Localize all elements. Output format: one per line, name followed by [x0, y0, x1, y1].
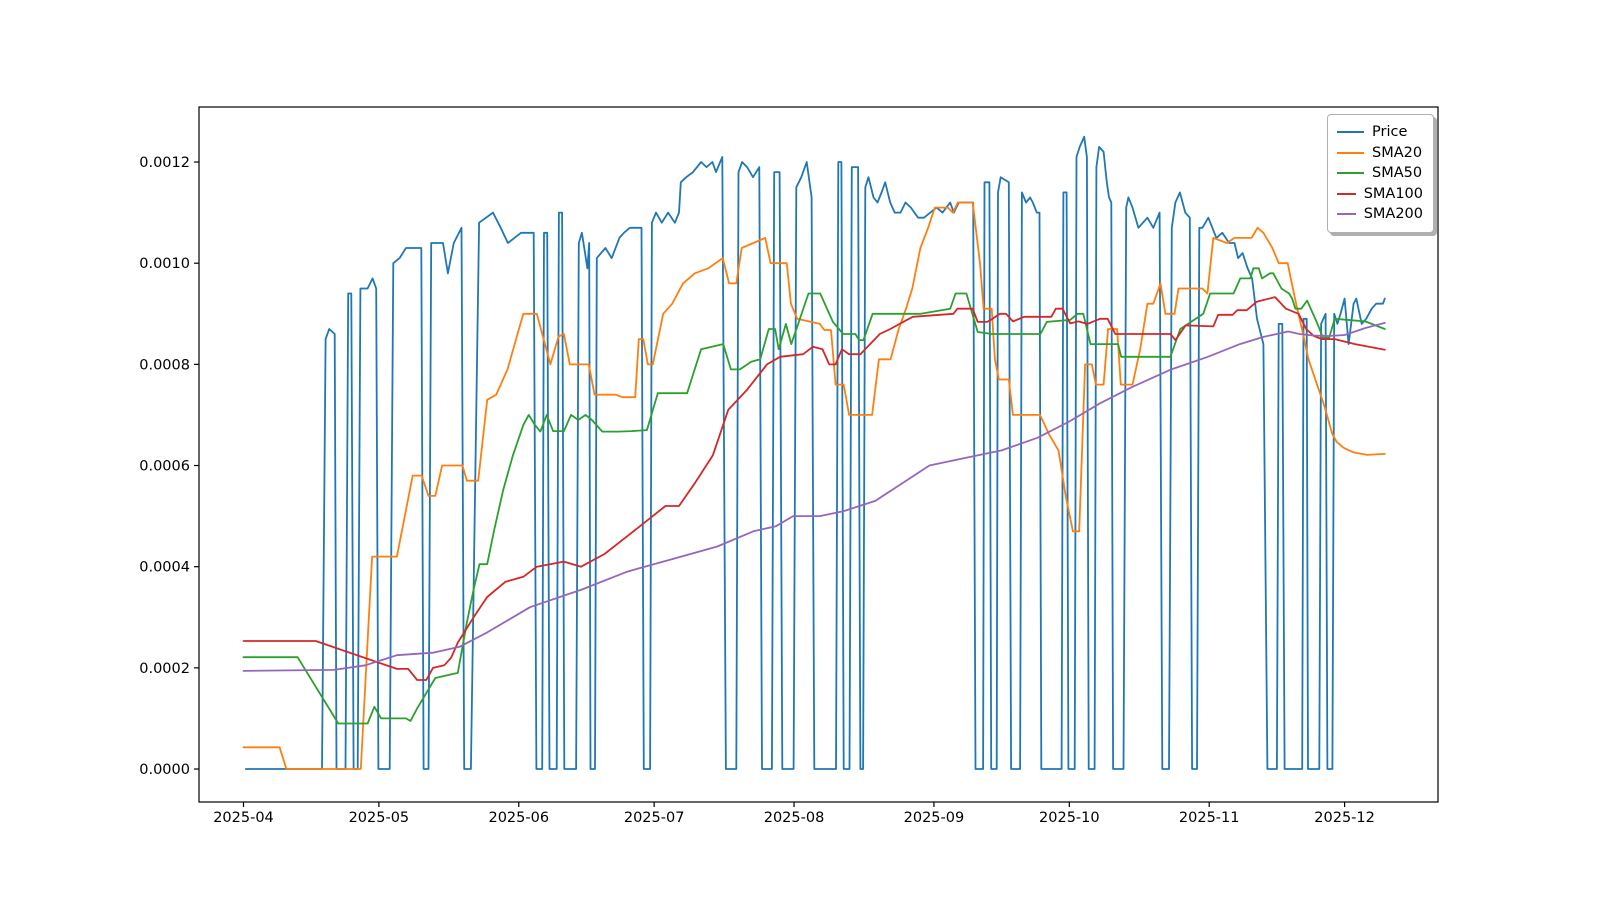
legend: Price SMA20 SMA50 SMA100 SMA200 [1327, 114, 1434, 233]
legend-line-swatch [1337, 192, 1356, 195]
legend-line-swatch [1337, 131, 1364, 134]
series-lines [242, 135, 1386, 770]
legend-label: Price [1372, 124, 1408, 140]
x-tick-label: 2025-05 [349, 810, 410, 826]
legend-item-sma50: SMA50 [1337, 163, 1423, 184]
x-tick-label: 2025-08 [764, 810, 825, 826]
legend-label: SMA50 [1372, 165, 1423, 181]
x-tick-label: 2025-10 [1039, 810, 1100, 826]
y-tick-label: 0.0002 [139, 661, 190, 677]
series-line-sma50 [242, 267, 1386, 725]
legend-item-price: Price [1337, 122, 1423, 143]
legend-line-swatch [1337, 151, 1364, 154]
legend-line-swatch [1337, 213, 1356, 216]
y-tick-label: 0.0004 [139, 560, 190, 576]
y-tick-label: 0.0000 [139, 762, 190, 778]
plot-frame [198, 106, 1439, 803]
legend-item-sma200: SMA200 [1337, 204, 1423, 225]
x-tick-label: 2025-07 [624, 810, 685, 826]
legend-line-swatch [1337, 172, 1364, 175]
series-line-sma100 [242, 296, 1386, 681]
x-tick-label: 2025-06 [488, 810, 549, 826]
series-line-sma20 [242, 201, 1386, 770]
series-line-sma200 [242, 321, 1386, 672]
legend-item-sma20: SMA20 [1337, 143, 1423, 164]
x-tick-label: 2025-12 [1314, 810, 1375, 826]
y-tick-label: 0.0012 [139, 155, 190, 171]
legend-label: SMA200 [1363, 206, 1423, 222]
axes: 2025-04 2025-05 2025-06 2025-07 2025-08 2025-… [139, 155, 1375, 826]
legend-label: SMA20 [1372, 144, 1423, 161]
y-tick-label: 0.0006 [139, 459, 190, 475]
axes-spines [198, 106, 1439, 803]
y-tick-label: 0.0010 [139, 256, 190, 272]
y-tick-label: 0.0008 [139, 357, 190, 373]
x-tick-label: 2025-11 [1179, 810, 1240, 826]
series-line-price [244, 135, 1386, 770]
legend-label: SMA100 [1363, 185, 1423, 202]
x-tick-label: 2025-04 [213, 810, 274, 826]
legend-item-sma100: SMA100 [1337, 184, 1423, 205]
x-tick-label: 2025-09 [904, 810, 965, 826]
